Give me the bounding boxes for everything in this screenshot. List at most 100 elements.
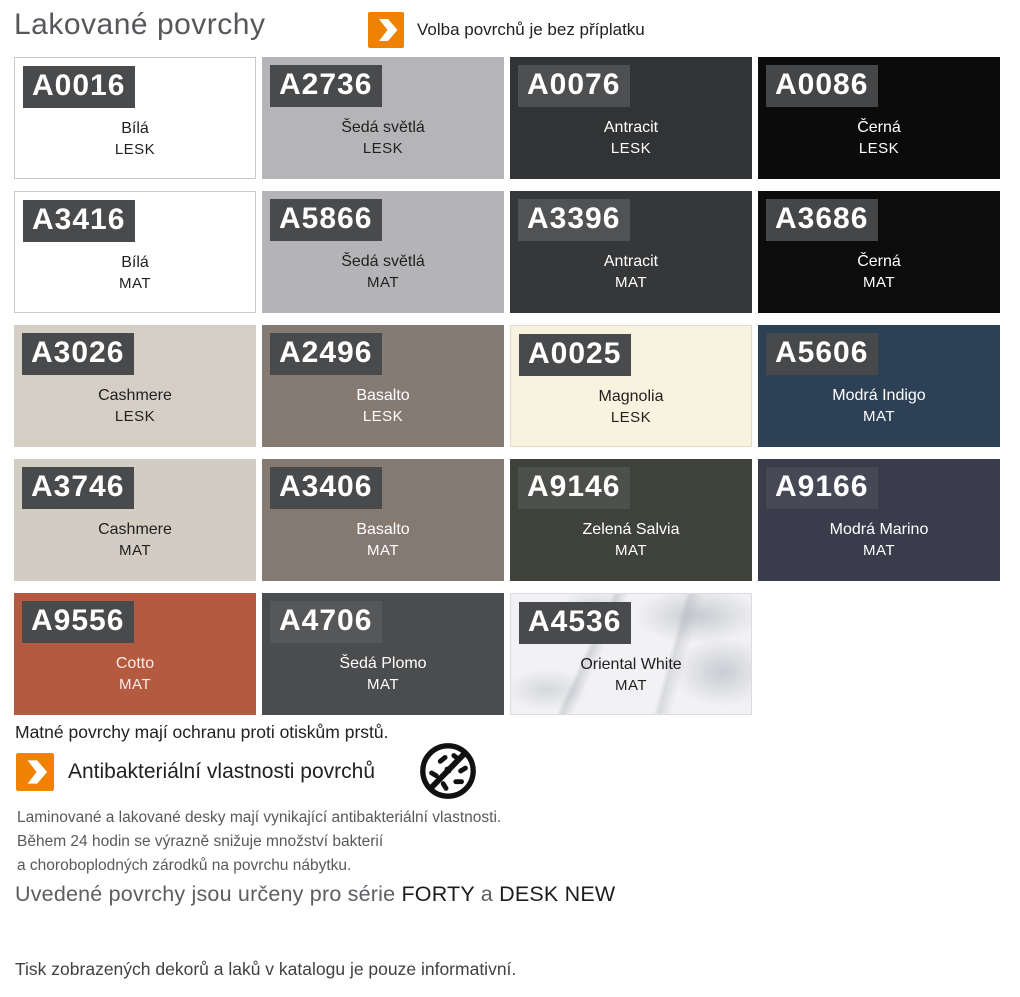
swatch-name: Modrá Indigo — [832, 387, 926, 404]
antibacterial-line-3: a choroboplodných zárodků na povrchu náb… — [17, 857, 352, 874]
swatch-finish: LESK — [362, 408, 404, 425]
swatch-code-badge: A9166 — [766, 467, 879, 509]
swatch-name: Zelená Salvia — [582, 521, 680, 538]
page-title: Lakované povrchy — [14, 8, 266, 41]
swatch-labels: Magnolia LESK — [511, 386, 751, 428]
swatch-labels: Zelená Salvia MAT — [510, 519, 752, 561]
swatch-finish: LESK — [114, 408, 156, 425]
series-desk-new: DESK NEW — [499, 882, 616, 906]
swatch-finish: MAT — [862, 408, 896, 425]
swatch-code-badge: A3406 — [270, 467, 383, 509]
swatch-labels: Šedá Plomo MAT — [262, 653, 504, 695]
swatch-labels: Šedá světlá LESK — [262, 117, 504, 159]
swatch-finish: LESK — [114, 141, 156, 158]
swatch-labels: Cashmere MAT — [14, 519, 256, 561]
swatch-labels: Oriental White MAT — [511, 654, 751, 696]
swatch-labels: Basalto MAT — [262, 519, 504, 561]
no-surcharge-text: Volba povrchů je bez příplatku — [417, 20, 645, 39]
swatch-labels: Modrá Marino MAT — [758, 519, 1000, 561]
swatch-labels: Modrá Indigo MAT — [758, 385, 1000, 427]
swatch-code-badge: A2736 — [270, 65, 383, 107]
swatch-code-badge: A3746 — [22, 467, 135, 509]
chevron-right-icon — [16, 753, 54, 791]
chevron-right-icon — [368, 12, 404, 48]
swatch-name: Cotto — [115, 655, 155, 672]
no-bacteria-icon — [417, 740, 479, 802]
swatch-finish: MAT — [614, 274, 648, 291]
swatch-name: Antracit — [603, 253, 659, 270]
swatch-grid: A0016 Bílá LESK A2736 Šedá světlá LESK A… — [14, 57, 1000, 715]
swatch-code-badge: A5866 — [270, 199, 383, 241]
swatch-finish: MAT — [862, 274, 896, 291]
swatch-finish: MAT — [366, 274, 400, 291]
color-swatch: A5866 Šedá světlá MAT — [262, 191, 504, 313]
color-swatch: A9556 Cotto MAT — [14, 593, 256, 715]
series-forty: FORTY — [401, 882, 475, 906]
color-swatch: A3416 Bílá MAT — [14, 191, 256, 313]
series-note: Uvedené povrchy jsou určeny pro série FO… — [15, 882, 615, 907]
swatch-name: Černá — [857, 253, 901, 270]
swatch-name: Oriental White — [580, 656, 682, 673]
color-swatch: A3746 Cashmere MAT — [14, 459, 256, 581]
color-swatch: A0076 Antracit LESK — [510, 57, 752, 179]
antibacterial-heading-row: Antibakteriální vlastnosti povrchů — [16, 753, 375, 791]
swatch-name: Černá — [857, 119, 901, 136]
no-surcharge-note: Volba povrchů je bez příplatku — [368, 12, 645, 48]
swatch-code-badge: A0076 — [518, 65, 631, 107]
swatch-finish: LESK — [610, 140, 652, 157]
swatch-code-badge: A0016 — [23, 66, 136, 108]
color-swatch: A4536 Oriental White MAT — [510, 593, 752, 715]
swatch-finish: MAT — [118, 542, 152, 559]
color-swatch: A3686 Černá MAT — [758, 191, 1000, 313]
swatch-name: Bílá — [121, 254, 149, 271]
swatch-name: Antracit — [603, 119, 659, 136]
swatch-finish: MAT — [614, 677, 648, 694]
swatch-finish: MAT — [118, 676, 152, 693]
swatch-code-badge: A2496 — [270, 333, 383, 375]
swatch-name: Modrá Marino — [829, 521, 929, 538]
color-swatch: A9146 Zelená Salvia MAT — [510, 459, 752, 581]
color-swatch: A0016 Bílá LESK — [14, 57, 256, 179]
swatch-finish: MAT — [862, 542, 896, 559]
swatch-code-badge: A3396 — [518, 199, 631, 241]
matte-protection-note: Matné povrchy mají ochranu proti otiskům… — [15, 722, 389, 742]
antibacterial-line-2: Během 24 hodin se výrazně snižuje množst… — [17, 833, 384, 850]
swatch-finish: MAT — [118, 275, 152, 292]
swatch-name: Šedá Plomo — [339, 655, 427, 672]
color-swatch: A3396 Antracit MAT — [510, 191, 752, 313]
swatch-name: Šedá světlá — [341, 253, 425, 270]
antibacterial-paragraph: Laminované a lakované desky mají vynikaj… — [17, 806, 501, 878]
color-swatch: A2496 Basalto LESK — [262, 325, 504, 447]
swatch-code-badge: A5606 — [766, 333, 879, 375]
swatch-finish: LESK — [610, 409, 652, 426]
swatch-labels: Bílá MAT — [15, 252, 255, 294]
swatch-labels: Antracit MAT — [510, 251, 752, 293]
series-prefix: Uvedené povrchy jsou určeny pro série — [15, 882, 396, 906]
color-swatch: A3406 Basalto MAT — [262, 459, 504, 581]
color-swatch: A5606 Modrá Indigo MAT — [758, 325, 1000, 447]
swatch-labels: Černá MAT — [758, 251, 1000, 293]
print-disclaimer: Tisk zobrazených dekorů a laků v katalog… — [15, 959, 517, 979]
antibacterial-line-1: Laminované a lakované desky mají vynikaj… — [17, 809, 502, 826]
swatch-labels: Šedá světlá MAT — [262, 251, 504, 293]
swatch-finish: MAT — [366, 676, 400, 693]
swatch-name: Šedá světlá — [341, 119, 425, 136]
color-swatch: A0025 Magnolia LESK — [510, 325, 752, 447]
swatch-labels: Cotto MAT — [14, 653, 256, 695]
swatch-name: Basalto — [356, 387, 410, 404]
swatch-labels: Basalto LESK — [262, 385, 504, 427]
color-swatch: A3026 Cashmere LESK — [14, 325, 256, 447]
color-swatch: A2736 Šedá světlá LESK — [262, 57, 504, 179]
swatch-finish: MAT — [366, 542, 400, 559]
swatch-finish: MAT — [614, 542, 648, 559]
swatch-name: Basalto — [356, 521, 410, 538]
swatch-code-badge: A3686 — [766, 199, 879, 241]
swatch-name: Cashmere — [98, 387, 172, 404]
swatch-labels: Bílá LESK — [15, 118, 255, 160]
swatch-code-badge: A0086 — [766, 65, 879, 107]
swatch-name: Bílá — [121, 120, 149, 137]
swatch-finish: LESK — [362, 140, 404, 157]
swatch-code-badge: A3026 — [22, 333, 135, 375]
series-conjunction: a — [480, 882, 493, 906]
